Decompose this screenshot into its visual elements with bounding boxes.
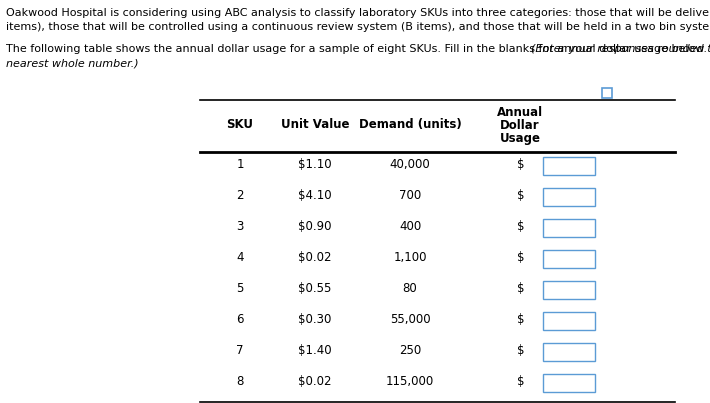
Text: $4.10: $4.10 <box>298 189 332 202</box>
Text: $: $ <box>518 251 525 264</box>
Text: Annual: Annual <box>497 106 543 119</box>
Text: 3: 3 <box>236 220 244 233</box>
Text: $: $ <box>518 220 525 233</box>
Text: 4: 4 <box>236 251 244 264</box>
Text: 1,100: 1,100 <box>393 251 427 264</box>
Text: 6: 6 <box>236 313 244 326</box>
Text: Dollar: Dollar <box>500 119 540 132</box>
Text: 80: 80 <box>403 282 417 295</box>
Bar <box>602 88 612 98</box>
Bar <box>543 188 595 206</box>
Text: $1.40: $1.40 <box>298 344 332 357</box>
Text: $0.90: $0.90 <box>298 220 332 233</box>
Text: 7: 7 <box>236 344 244 357</box>
Bar <box>543 374 595 392</box>
Text: $0.55: $0.55 <box>298 282 332 295</box>
Bar <box>543 343 595 361</box>
Text: The following table shows the annual dollar usage for a sample of eight SKUs. Fi: The following table shows the annual dol… <box>6 44 710 54</box>
Text: $: $ <box>518 158 525 171</box>
Text: $0.30: $0.30 <box>298 313 332 326</box>
Text: $: $ <box>518 344 525 357</box>
Text: 2: 2 <box>236 189 244 202</box>
Text: items), those that will be controlled using a continuous review system (B items): items), those that will be controlled us… <box>6 22 710 32</box>
Bar <box>543 250 595 268</box>
Bar <box>543 219 595 237</box>
Text: SKU: SKU <box>226 118 253 131</box>
Text: $0.02: $0.02 <box>298 251 332 264</box>
Text: Unit Value: Unit Value <box>280 118 349 131</box>
Text: $: $ <box>518 189 525 202</box>
Bar <box>543 281 595 299</box>
Text: Demand (units): Demand (units) <box>359 118 462 131</box>
Text: Oakwood Hospital is considering using ABC analysis to classify laboratory SKUs i: Oakwood Hospital is considering using AB… <box>6 8 710 18</box>
Text: 115,000: 115,000 <box>386 375 434 388</box>
Text: 250: 250 <box>399 344 421 357</box>
Text: 55,000: 55,000 <box>390 313 430 326</box>
Text: nearest whole number.): nearest whole number.) <box>6 58 138 68</box>
Text: $0.02: $0.02 <box>298 375 332 388</box>
Text: 1: 1 <box>236 158 244 171</box>
Text: (Enter your responses rounded to the: (Enter your responses rounded to the <box>531 44 710 54</box>
Bar <box>543 157 595 175</box>
Text: $: $ <box>518 375 525 388</box>
Text: 700: 700 <box>399 189 421 202</box>
Text: Usage: Usage <box>500 132 540 145</box>
Text: $1.10: $1.10 <box>298 158 332 171</box>
Text: 40,000: 40,000 <box>390 158 430 171</box>
Text: 5: 5 <box>236 282 244 295</box>
Text: 400: 400 <box>399 220 421 233</box>
Text: 8: 8 <box>236 375 244 388</box>
Text: $: $ <box>518 313 525 326</box>
Bar <box>543 312 595 330</box>
Text: $: $ <box>518 282 525 295</box>
